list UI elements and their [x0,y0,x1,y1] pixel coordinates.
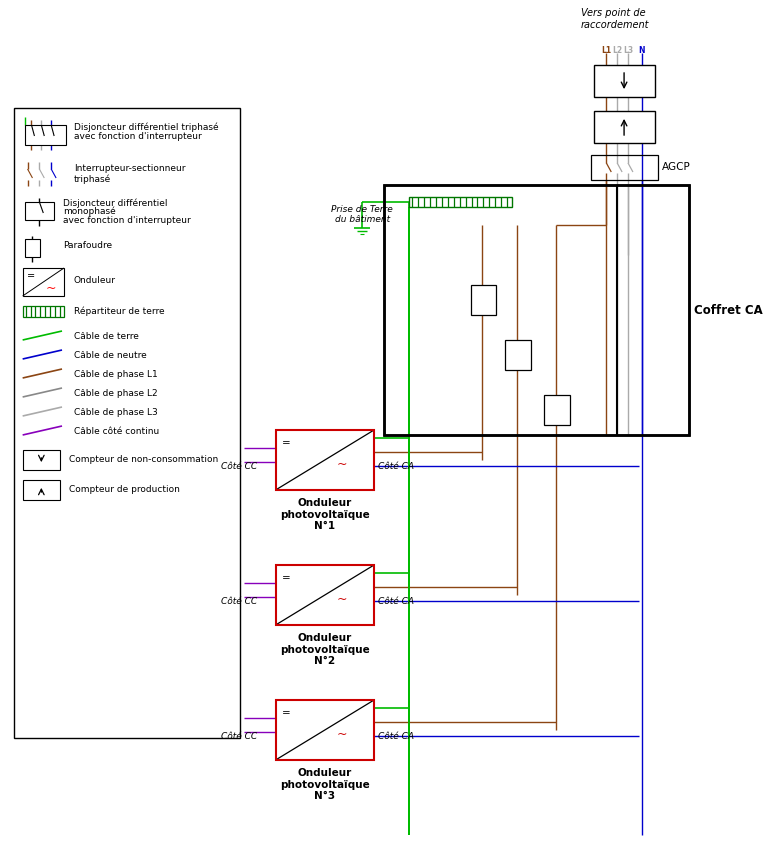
Text: monophasé: monophasé [63,207,116,217]
Bar [275,430,374,490]
Text: =: = [282,573,290,583]
Text: Onduleur: Onduleur [74,276,116,285]
Bar [23,480,60,500]
Bar [384,185,689,435]
Text: ~: ~ [45,282,56,295]
Bar [591,155,657,180]
Bar [275,700,374,760]
Text: Parafoudre: Parafoudre [63,241,112,250]
Text: Interrupteur-sectionneur: Interrupteur-sectionneur [74,164,185,173]
Text: Onduleur
photovoltaïque
N°1: Onduleur photovoltaïque N°1 [280,498,370,531]
Text: AGCP: AGCP [661,162,690,172]
Bar [471,285,496,315]
Text: Compteur de non-consommation: Compteur de non-consommation [69,455,218,464]
Bar [594,65,654,97]
Text: Câble de neutre: Câble de neutre [74,351,146,360]
Bar [23,450,60,470]
Bar [25,202,54,220]
Text: Câble côté continu: Câble côté continu [74,427,159,436]
Bar [384,185,689,435]
Text: L3: L3 [623,46,633,55]
Text: Compteur de production: Compteur de production [69,485,180,494]
Text: L2: L2 [612,46,622,55]
Text: Câble de terre: Câble de terre [74,332,138,341]
Bar [505,340,531,370]
Text: =: = [282,438,290,448]
Text: Prise de Terre
du bâtiment: Prise de Terre du bâtiment [331,205,393,225]
Text: N: N [639,46,645,55]
Text: =: = [26,271,35,281]
Bar [23,268,64,296]
Bar [14,108,240,738]
Text: Onduleur
photovoltaïque
N°3: Onduleur photovoltaïque N°3 [280,768,370,801]
Text: Côté CA: Côté CA [378,597,414,606]
Text: Vers point de
raccordement: Vers point de raccordement [580,8,650,29]
Text: Coffret CA: Coffret CA [694,303,762,316]
Bar [408,197,512,207]
Text: Côté CC: Côté CC [222,462,258,471]
Bar [25,239,40,257]
Text: Côté CC: Côté CC [222,597,258,606]
Text: Disjoncteur différentiel triphasé: Disjoncteur différentiel triphasé [74,122,219,131]
Text: Côté CA: Côté CA [378,462,414,471]
Text: triphasé: triphasé [74,174,111,183]
Text: avec fonction d'interrupteur: avec fonction d'interrupteur [74,132,202,141]
Bar [275,565,374,625]
Text: Câble de phase L3: Câble de phase L3 [74,408,158,417]
Text: Côté CA: Côté CA [378,732,414,741]
Text: Disjoncteur différentiel: Disjoncteur différentiel [63,198,167,207]
Text: ~: ~ [337,458,347,471]
Text: Côté CC: Côté CC [222,732,258,741]
Bar [545,395,570,425]
Bar [23,306,64,317]
Text: Câble de phase L1: Câble de phase L1 [74,370,158,379]
Text: avec fonction d'interrupteur: avec fonction d'interrupteur [63,216,191,225]
Text: Câble de phase L2: Câble de phase L2 [74,389,157,398]
Text: ~: ~ [337,728,347,741]
Text: ~: ~ [337,593,347,606]
Bar [25,125,66,145]
Bar [594,111,654,143]
Text: L1: L1 [601,46,612,55]
Text: Répartiteur de terre: Répartiteur de terre [74,307,164,316]
Text: Onduleur
photovoltaïque
N°2: Onduleur photovoltaïque N°2 [280,633,370,666]
Text: =: = [282,708,290,718]
